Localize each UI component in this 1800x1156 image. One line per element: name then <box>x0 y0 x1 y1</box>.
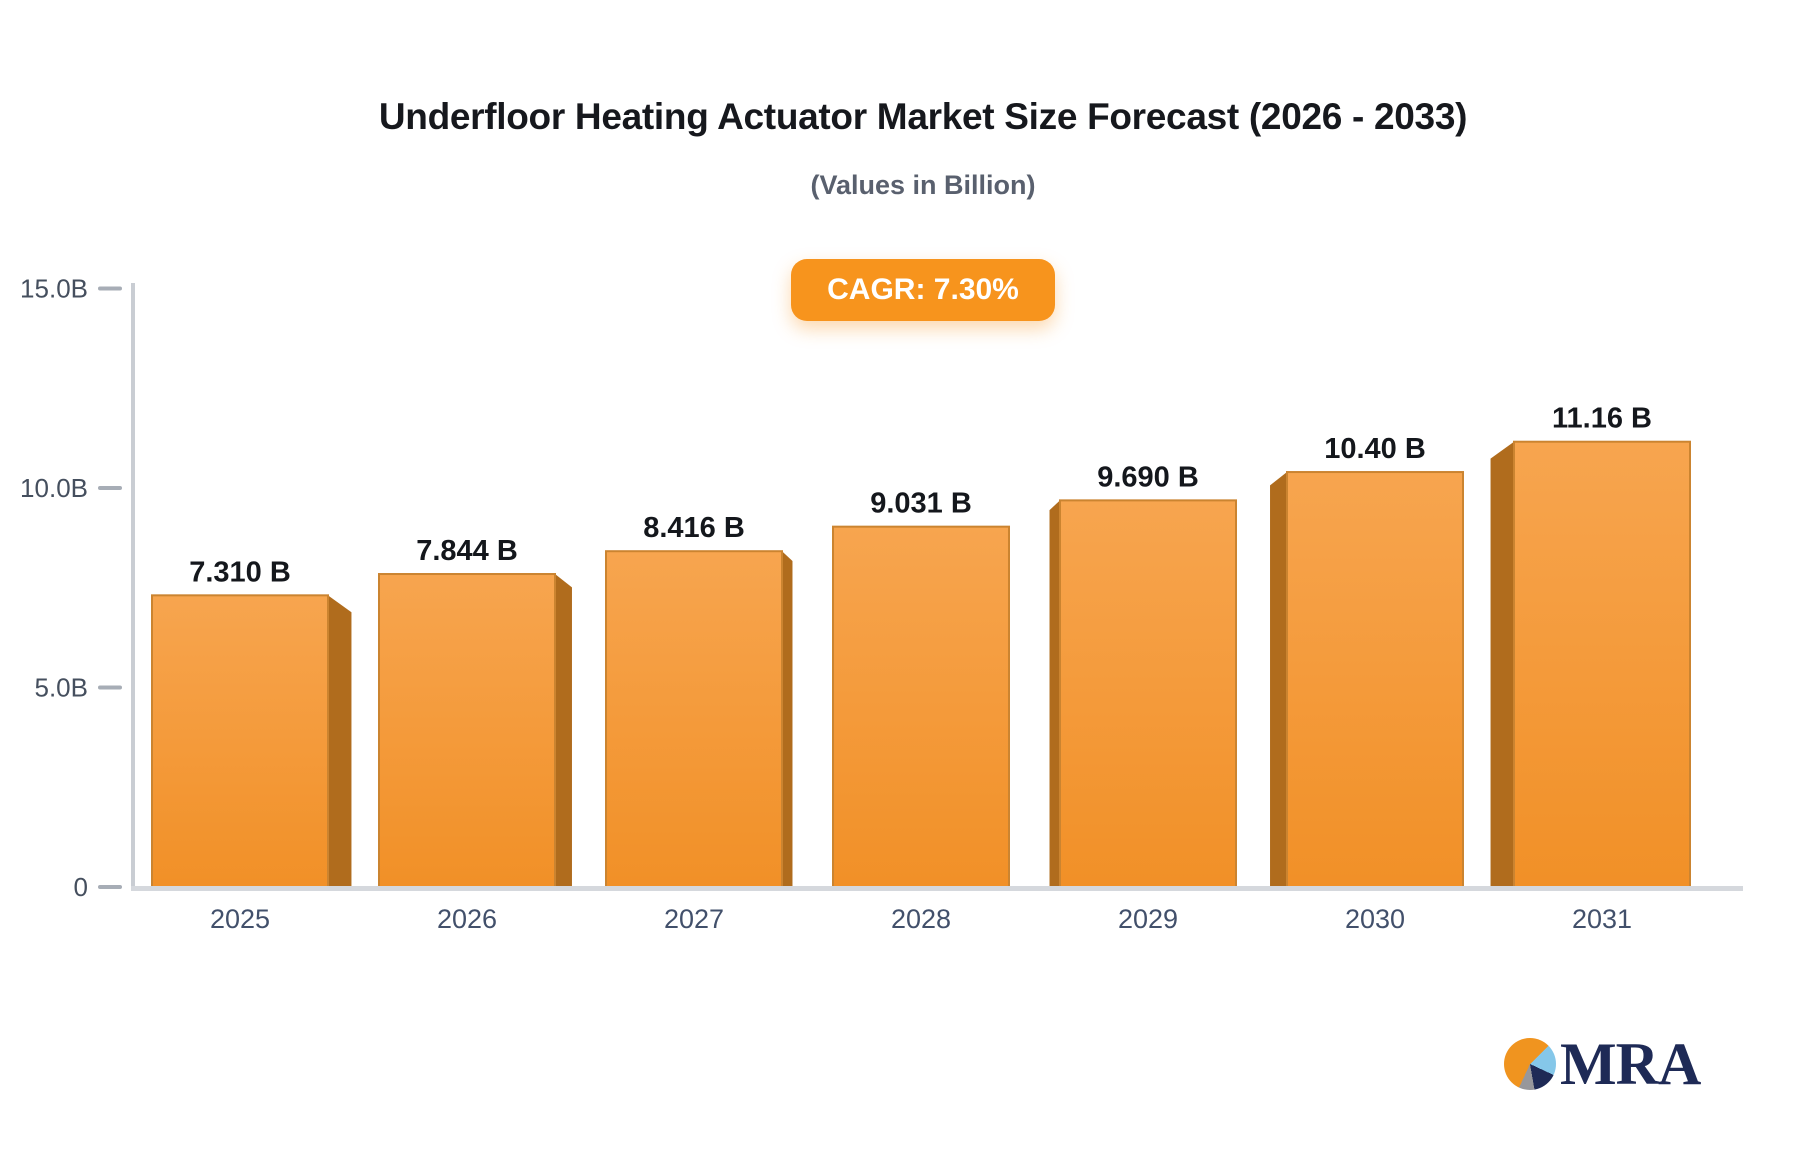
bar-value-label-2030: 10.40 B <box>1324 433 1426 465</box>
bar-value-label-2031: 11.16 B <box>1552 403 1652 435</box>
y-tick-label: 15.0B <box>20 274 88 304</box>
bar-side-2029 <box>1049 500 1060 887</box>
y-tick-label: 10.0B <box>20 473 88 503</box>
x-axis-label-2027: 2027 <box>664 904 724 934</box>
x-axis-label-2030: 2030 <box>1345 904 1405 934</box>
cagr-badge: CAGR: 7.30% <box>791 259 1055 321</box>
x-axis-label-2025: 2025 <box>210 904 270 934</box>
bar-2027 <box>605 550 783 888</box>
x-axis-label-2031: 2031 <box>1572 904 1632 934</box>
bar-2026 <box>378 573 556 888</box>
bar-side-2026 <box>555 574 572 887</box>
bar-side-2025 <box>328 595 352 887</box>
bar-2029 <box>1059 499 1237 888</box>
brand-logo-text: MRA <box>1560 1031 1701 1097</box>
chart-title: Underfloor Heating Actuator Market Size … <box>378 96 1468 137</box>
brand-logo: MRA <box>1504 1031 1701 1097</box>
bar-side-2027 <box>782 551 793 887</box>
bar-2031 <box>1513 440 1691 888</box>
bar-2025 <box>151 594 329 888</box>
pie-chart-icon <box>1504 1038 1556 1090</box>
bar-value-label-2025: 7.310 B <box>189 556 291 588</box>
bar-value-label-2027: 8.416 B <box>643 512 745 544</box>
x-axis-label-2026: 2026 <box>437 904 497 934</box>
bar-value-label-2028: 9.031 B <box>870 488 972 520</box>
bar-2028 <box>832 525 1010 888</box>
y-tick-label: 5.0B <box>35 673 89 703</box>
bar-side-2031 <box>1490 441 1514 887</box>
bar-value-label-2026: 7.844 B <box>416 535 518 567</box>
y-tick-label: 0 <box>74 872 88 902</box>
bar-2030 <box>1286 471 1464 888</box>
chart-subtitle: (Values in Billion) <box>810 170 1036 200</box>
bar-side-2030 <box>1270 472 1287 887</box>
bar-value-label-2029: 9.690 B <box>1097 461 1199 493</box>
cagr-badge-row: CAGR: 7.30% <box>46 259 1800 321</box>
x-axis-label-2028: 2028 <box>891 904 951 934</box>
x-axis-label-2029: 2029 <box>1118 904 1178 934</box>
